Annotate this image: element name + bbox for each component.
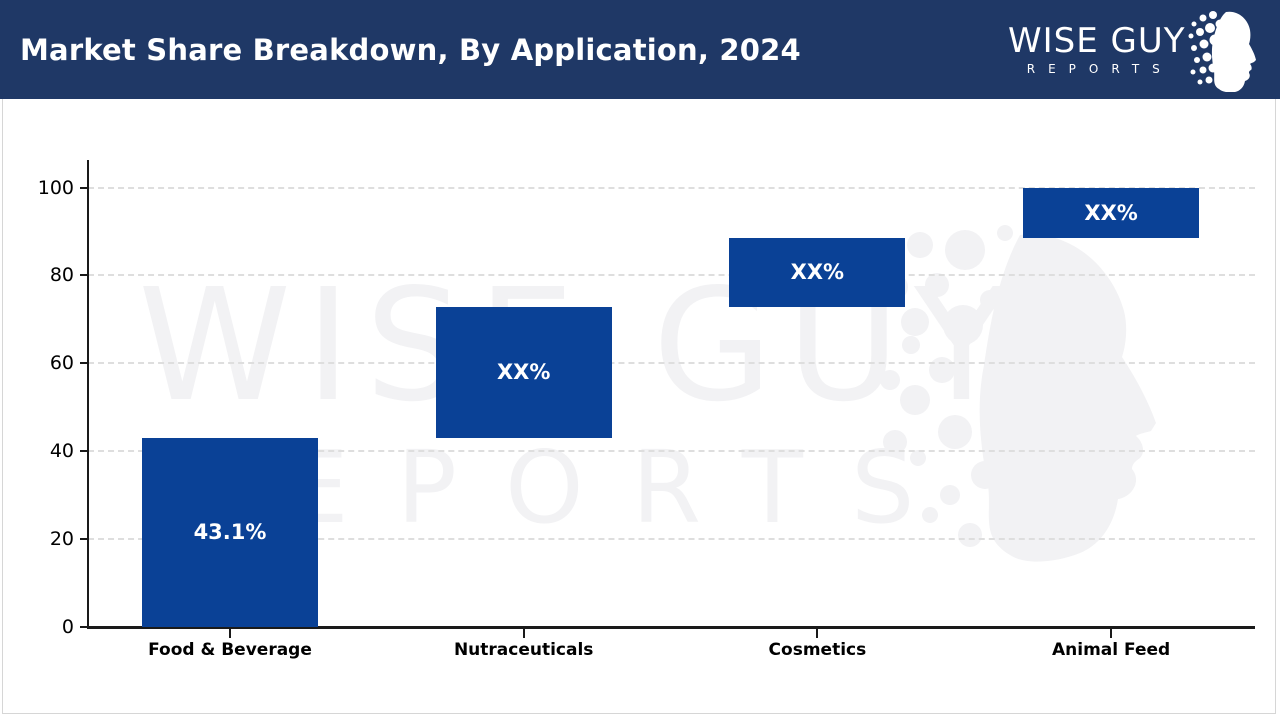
bar-nutraceuticals: XX% [435, 307, 612, 438]
x-axis-label-0: Food & Beverage [148, 640, 312, 660]
y-tick-label-40: 40 [49, 440, 74, 463]
gridline-100 [88, 186, 1255, 189]
brand-subtitle: REPORTS [1026, 61, 1173, 76]
bar-cosmetics: XX% [729, 237, 906, 308]
y-tick-60 [80, 362, 88, 365]
header-bar: Market Share Breakdown, By Application, … [0, 0, 1280, 99]
bar-value-label: XX% [496, 360, 551, 385]
y-tick-label-100: 100 [37, 176, 74, 199]
bar-animal-feed: XX% [1023, 187, 1200, 238]
y-tick-label-60: 60 [49, 352, 74, 375]
bar-value-label: XX% [790, 260, 845, 285]
x-tick-3 [1110, 629, 1113, 638]
bar-food-beverage: 43.1% [142, 437, 318, 627]
y-tick-label-80: 80 [49, 264, 74, 287]
logo-dot [1193, 57, 1200, 63]
y-axis-line [87, 160, 89, 629]
x-axis-line [87, 626, 1255, 629]
logo-dot [1202, 52, 1212, 62]
y-tick-80 [80, 274, 88, 277]
page-title: Market Share Breakdown, By Application, … [20, 32, 801, 67]
gridline-40 [88, 450, 1255, 453]
logo-dot [1208, 11, 1217, 19]
y-tick-20 [80, 538, 88, 541]
x-tick-1 [522, 629, 525, 638]
logo-dot [1204, 23, 1215, 33]
logo-dot [1188, 33, 1194, 39]
y-tick-40 [80, 450, 88, 453]
y-tick-100 [80, 186, 88, 189]
y-tick-0 [80, 626, 88, 628]
logo-dot [1191, 21, 1197, 27]
y-tick-label-0: 0 [61, 616, 74, 638]
brand-head-icon [1188, 11, 1256, 92]
logo-dot [1190, 45, 1197, 51]
gridline-60 [88, 362, 1255, 365]
x-tick-2 [816, 629, 819, 638]
x-axis-label-2: Cosmetics [768, 640, 867, 660]
x-axis-label-3: Animal Feed [1052, 640, 1171, 660]
bar-value-label: 43.1% [193, 520, 267, 545]
gridline-80 [88, 274, 1255, 277]
logo-dot [1199, 66, 1207, 74]
logo-dot [1190, 69, 1196, 75]
brand-logo-text: WISE GUY REPORTS [1008, 21, 1186, 76]
x-tick-0 [229, 629, 231, 638]
bar-value-label: XX% [1084, 200, 1138, 225]
logo-dot [1199, 39, 1209, 49]
x-axis-label-1: Nutraceuticals [453, 640, 594, 660]
logo-dot [1197, 79, 1203, 85]
brand-name: WISE GUY [1008, 21, 1186, 62]
brand-logo: WISE GUY REPORTS [1008, 7, 1270, 93]
y-tick-label-20: 20 [49, 528, 74, 551]
gridline-20 [88, 538, 1255, 541]
logo-dot [1199, 14, 1207, 22]
logo-dot [1205, 76, 1213, 84]
logo-dot [1195, 28, 1204, 36]
